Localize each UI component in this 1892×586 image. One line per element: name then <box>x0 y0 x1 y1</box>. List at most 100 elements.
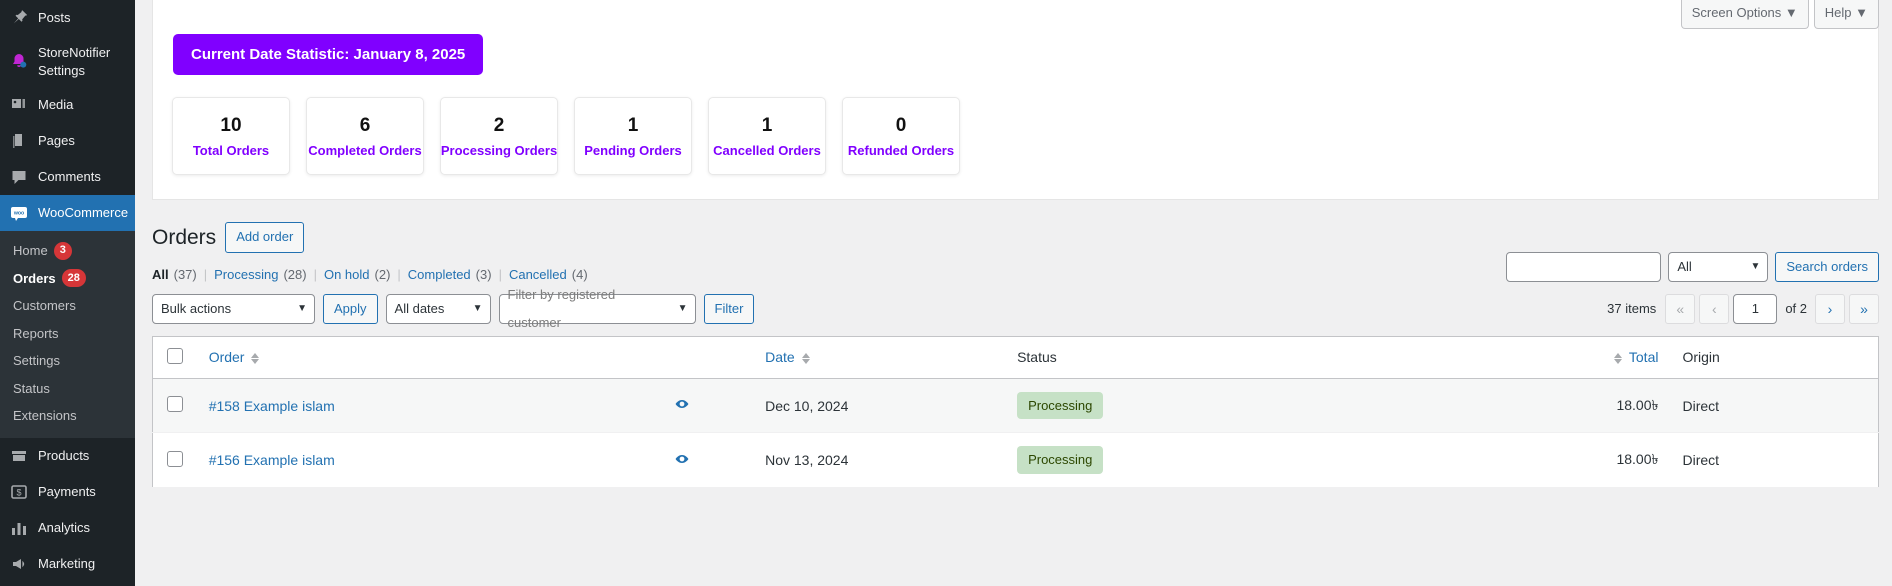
sidebar-item-payments[interactable]: $ Payments <box>0 474 135 510</box>
sidebar-item-label: Posts <box>38 10 71 26</box>
column-header-total[interactable]: Total <box>1353 336 1669 379</box>
status-filter-links: All (37) | Processing (28) | On hold (2)… <box>152 267 1879 282</box>
row-origin-cell: Direct <box>1668 378 1879 434</box>
sidebar-subitem-status[interactable]: Status <box>0 375 135 403</box>
search-input[interactable] <box>1506 251 1662 282</box>
row-select-cell[interactable] <box>152 432 199 488</box>
sidebar-item-label: Pages <box>38 133 75 149</box>
sidebar-item-label: Payments <box>38 483 96 499</box>
sidebar-item-label: Products <box>38 447 90 463</box>
column-header-order[interactable]: Order <box>198 336 609 379</box>
column-header-status: Status <box>1007 336 1354 379</box>
date-filter-select[interactable]: All dates ▼ <box>385 293 491 324</box>
row-order-cell: #158 Example islam <box>198 378 609 434</box>
sidebar-subitem-home[interactable]: Home 3 <box>0 237 135 265</box>
customer-filter-select[interactable]: Filter by registered customer ▼ <box>498 287 696 330</box>
stat-label: Total Orders <box>192 142 270 158</box>
order-link[interactable]: #158 Example islam <box>208 397 335 414</box>
search-scope-select[interactable]: All ▼ <box>1668 251 1769 282</box>
sidebar-subitem-label: Orders <box>13 270 56 286</box>
separator: | <box>313 266 317 282</box>
sort-arrows-icon <box>251 353 260 365</box>
page-title: Orders <box>152 225 217 249</box>
row-checkbox[interactable] <box>167 396 183 413</box>
sidebar-subitem-extensions[interactable]: Extensions <box>0 402 135 430</box>
orders-table-head: Order Date Status Tota <box>152 336 1879 379</box>
help-button[interactable]: Help ▼ <box>1813 0 1879 29</box>
row-total-cell: 18.00৳ <box>1353 432 1669 488</box>
sidebar-item-label: Media <box>38 97 74 113</box>
last-page-button[interactable]: » <box>1849 293 1879 324</box>
woocommerce-submenu: Home 3 Orders 28 Customers Reports Setti… <box>0 231 135 438</box>
search-orders-button[interactable]: Search orders <box>1775 251 1879 282</box>
row-total-cell: 18.00৳ <box>1353 378 1669 434</box>
sidebar-item-pages[interactable]: Pages <box>0 123 135 159</box>
sidebar-subitem-settings[interactable]: Settings <box>0 347 135 375</box>
separator: | <box>397 266 401 282</box>
sidebar-subitem-reports[interactable]: Reports <box>0 320 135 348</box>
sort-order-link[interactable]: Order <box>208 349 245 366</box>
customer-filter-placeholder: Filter by registered customer <box>507 286 616 330</box>
sidebar-item-analytics[interactable]: Analytics <box>0 510 135 546</box>
items-count: 37 items <box>1607 301 1657 317</box>
status-link-cancelled[interactable]: Cancelled <box>508 266 567 282</box>
preview-eye-icon[interactable] <box>674 454 690 470</box>
media-icon <box>9 95 29 115</box>
woocommerce-icon: woo <box>9 203 29 223</box>
table-row[interactable]: #156 Example islam Nov 13, 2024 Processi… <box>152 432 1879 488</box>
column-header-date[interactable]: Date <box>755 336 1008 379</box>
filter-button[interactable]: Filter <box>703 293 755 324</box>
prev-page-button[interactable]: ‹ <box>1699 293 1730 324</box>
sidebar-subitem-orders[interactable]: Orders 28 <box>0 265 135 293</box>
select-all-checkbox[interactable] <box>167 347 183 364</box>
select-all-header[interactable] <box>152 336 199 379</box>
status-count-cancelled: (4) <box>571 266 588 282</box>
row-preview-cell[interactable] <box>608 378 756 434</box>
sort-date-link[interactable]: Date <box>765 349 795 366</box>
orders-header: Orders Add order <box>152 222 1879 253</box>
preview-eye-icon[interactable] <box>674 399 690 415</box>
status-header-label: Status <box>1017 349 1057 366</box>
origin-header-label: Origin <box>1682 349 1720 366</box>
bulk-actions-select[interactable]: Bulk actions ▼ <box>152 293 315 324</box>
stat-value: 10 <box>220 114 242 136</box>
current-page-input[interactable]: 1 <box>1733 293 1778 324</box>
sidebar-item-storenotifier-settings[interactable]: StoreNotifier Settings <box>0 36 135 87</box>
row-order-cell: #156 Example islam <box>198 432 609 488</box>
add-order-button[interactable]: Add order <box>225 222 305 253</box>
sidebar-item-media[interactable]: Media <box>0 87 135 123</box>
sidebar-item-posts[interactable]: Posts <box>0 0 135 36</box>
orders-toolbar: Bulk actions ▼ Apply All dates ▼ Filter … <box>152 251 1879 330</box>
status-link-on-hold[interactable]: On hold <box>323 266 370 282</box>
sidebar-subitem-customers[interactable]: Customers <box>0 292 135 320</box>
status-link-processing[interactable]: Processing <box>214 266 279 282</box>
stat-value: 1 <box>761 114 773 136</box>
sidebar-subitem-label: Reports <box>13 325 59 341</box>
sidebar-item-woocommerce[interactable]: woo WooCommerce <box>0 195 135 232</box>
sidebar-item-label: WooCommerce <box>38 205 129 221</box>
screen-options-button[interactable]: Screen Options ▼ <box>1680 0 1809 29</box>
row-preview-cell[interactable] <box>608 432 756 488</box>
products-icon <box>9 446 29 466</box>
stat-label: Completed Orders <box>308 142 422 158</box>
admin-sidebar: Posts StoreNotifier Settings Media Pages <box>0 0 135 586</box>
stat-cards: 10 Total Orders 6 Completed Orders 2 Pro… <box>172 97 1856 175</box>
stat-label: Refunded Orders <box>847 142 955 158</box>
sidebar-item-products[interactable]: Products <box>0 438 135 474</box>
next-page-button[interactable]: › <box>1815 293 1845 324</box>
analytics-icon <box>9 518 29 538</box>
order-link[interactable]: #156 Example islam <box>208 452 335 469</box>
sidebar-item-marketing[interactable]: Marketing <box>0 546 135 582</box>
date-filter-value: All dates <box>394 300 445 316</box>
status-link-completed[interactable]: Completed <box>407 266 471 282</box>
apply-button[interactable]: Apply <box>323 293 378 324</box>
table-row[interactable]: #158 Example islam Dec 10, 2024 Processi… <box>152 378 1879 434</box>
marketing-icon <box>9 554 29 574</box>
row-checkbox[interactable] <box>167 450 183 467</box>
first-page-button[interactable]: « <box>1665 293 1696 324</box>
home-badge: 3 <box>53 241 72 260</box>
sort-total-link[interactable]: Total <box>1628 349 1659 366</box>
row-select-cell[interactable] <box>152 378 199 434</box>
status-link-all[interactable]: All <box>152 266 169 282</box>
sidebar-item-comments[interactable]: Comments <box>0 159 135 195</box>
